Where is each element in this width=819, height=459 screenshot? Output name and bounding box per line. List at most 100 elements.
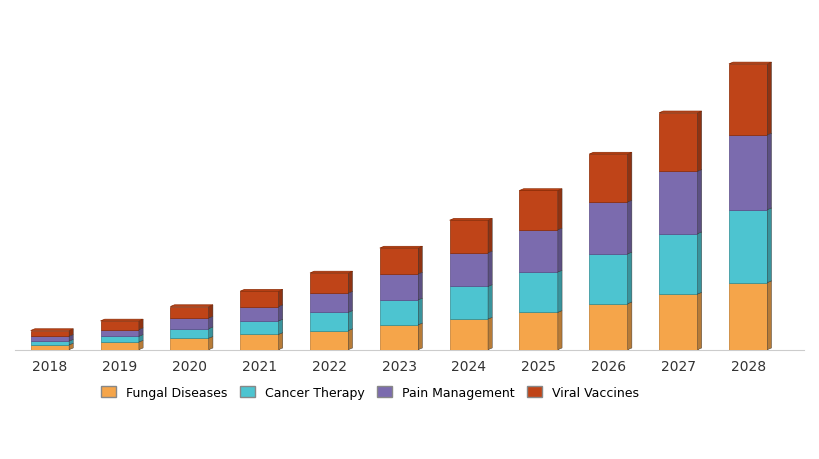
Polygon shape	[558, 311, 562, 350]
Polygon shape	[419, 323, 423, 350]
Bar	[590, 202, 627, 254]
Bar	[729, 65, 767, 135]
Polygon shape	[348, 311, 353, 331]
Polygon shape	[69, 329, 74, 336]
Polygon shape	[209, 317, 213, 329]
Bar	[101, 321, 139, 330]
Polygon shape	[69, 335, 74, 341]
Polygon shape	[139, 319, 143, 330]
Polygon shape	[419, 247, 423, 274]
Bar	[450, 221, 488, 253]
Bar	[310, 274, 348, 293]
Bar	[380, 325, 419, 350]
Polygon shape	[558, 229, 562, 272]
Polygon shape	[767, 134, 771, 210]
Polygon shape	[101, 319, 143, 321]
Polygon shape	[488, 285, 492, 319]
Polygon shape	[488, 219, 492, 253]
Bar	[590, 304, 627, 350]
Polygon shape	[139, 335, 143, 342]
Polygon shape	[698, 112, 702, 172]
Bar	[519, 191, 558, 230]
Bar	[310, 313, 348, 331]
Polygon shape	[627, 201, 632, 254]
Polygon shape	[627, 302, 632, 350]
Bar	[380, 274, 419, 300]
Bar	[101, 330, 139, 336]
Bar	[590, 254, 627, 304]
Bar	[729, 283, 767, 350]
Bar	[170, 338, 209, 350]
Polygon shape	[729, 63, 771, 65]
Polygon shape	[278, 333, 283, 350]
Polygon shape	[419, 298, 423, 325]
Bar	[519, 230, 558, 272]
Bar	[101, 342, 139, 350]
Polygon shape	[278, 319, 283, 335]
Bar	[240, 335, 278, 350]
Bar	[380, 300, 419, 325]
Bar	[450, 253, 488, 287]
Bar	[240, 321, 278, 335]
Polygon shape	[627, 153, 632, 202]
Polygon shape	[139, 341, 143, 350]
Bar	[729, 135, 767, 210]
Polygon shape	[69, 340, 74, 345]
Polygon shape	[767, 63, 771, 135]
Bar	[30, 345, 69, 350]
Polygon shape	[698, 170, 702, 234]
Bar	[590, 155, 627, 202]
Polygon shape	[348, 329, 353, 350]
Bar	[659, 172, 698, 234]
Bar	[170, 319, 209, 329]
Bar	[240, 291, 278, 307]
Polygon shape	[450, 219, 492, 221]
Polygon shape	[380, 247, 423, 248]
Bar	[519, 313, 558, 350]
Bar	[30, 336, 69, 341]
Polygon shape	[348, 292, 353, 313]
Bar	[30, 331, 69, 336]
Polygon shape	[698, 293, 702, 350]
Polygon shape	[558, 271, 562, 313]
Polygon shape	[488, 252, 492, 287]
Polygon shape	[419, 273, 423, 300]
Bar	[519, 272, 558, 313]
Bar	[240, 307, 278, 321]
Bar	[310, 331, 348, 350]
Bar	[659, 234, 698, 294]
Polygon shape	[767, 281, 771, 350]
Polygon shape	[519, 190, 562, 191]
Polygon shape	[348, 272, 353, 293]
Legend: Fungal Diseases, Cancer Therapy, Pain Management, Viral Vaccines: Fungal Diseases, Cancer Therapy, Pain Ma…	[96, 381, 645, 404]
Polygon shape	[627, 252, 632, 304]
Polygon shape	[310, 272, 353, 274]
Polygon shape	[209, 327, 213, 338]
Polygon shape	[488, 318, 492, 350]
Polygon shape	[240, 290, 283, 291]
Polygon shape	[209, 305, 213, 319]
Bar	[729, 210, 767, 283]
Bar	[450, 287, 488, 319]
Polygon shape	[69, 343, 74, 350]
Bar	[101, 336, 139, 342]
Bar	[659, 113, 698, 172]
Bar	[659, 294, 698, 350]
Bar	[170, 307, 209, 319]
Polygon shape	[30, 329, 74, 331]
Bar	[170, 329, 209, 338]
Bar	[450, 319, 488, 350]
Polygon shape	[558, 190, 562, 230]
Polygon shape	[767, 208, 771, 283]
Polygon shape	[139, 328, 143, 336]
Polygon shape	[209, 337, 213, 350]
Polygon shape	[170, 305, 213, 307]
Bar	[380, 248, 419, 274]
Polygon shape	[278, 290, 283, 307]
Polygon shape	[698, 232, 702, 294]
Polygon shape	[590, 153, 632, 155]
Bar	[310, 293, 348, 313]
Polygon shape	[659, 112, 702, 113]
Bar	[30, 341, 69, 345]
Polygon shape	[278, 305, 283, 321]
